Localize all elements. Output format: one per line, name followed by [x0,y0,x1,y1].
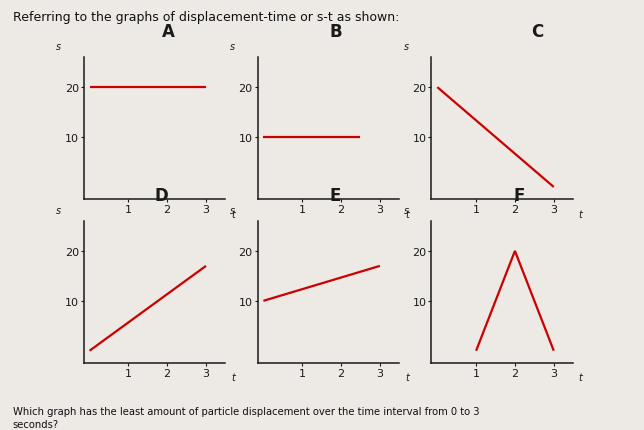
Text: s: s [55,43,61,52]
Text: Referring to the graphs of displacement-time or s-t as shown:: Referring to the graphs of displacement-… [13,11,399,24]
Text: s: s [229,206,234,216]
Text: s: s [55,206,61,216]
Text: D: D [155,187,169,204]
Text: F: F [514,187,525,204]
Text: t: t [231,372,235,383]
Text: B: B [329,23,342,41]
Text: A: A [162,23,175,41]
Text: E: E [330,187,341,204]
Text: t: t [405,209,409,219]
Text: s: s [229,43,234,52]
Text: s: s [403,43,408,52]
Text: t: t [231,209,235,219]
Text: s: s [403,206,408,216]
Text: Which graph has the least amount of particle displacement over the time interval: Which graph has the least amount of part… [13,406,479,430]
Text: t: t [405,372,409,383]
Text: t: t [579,372,583,383]
Text: C: C [531,23,544,41]
Text: t: t [579,209,583,219]
